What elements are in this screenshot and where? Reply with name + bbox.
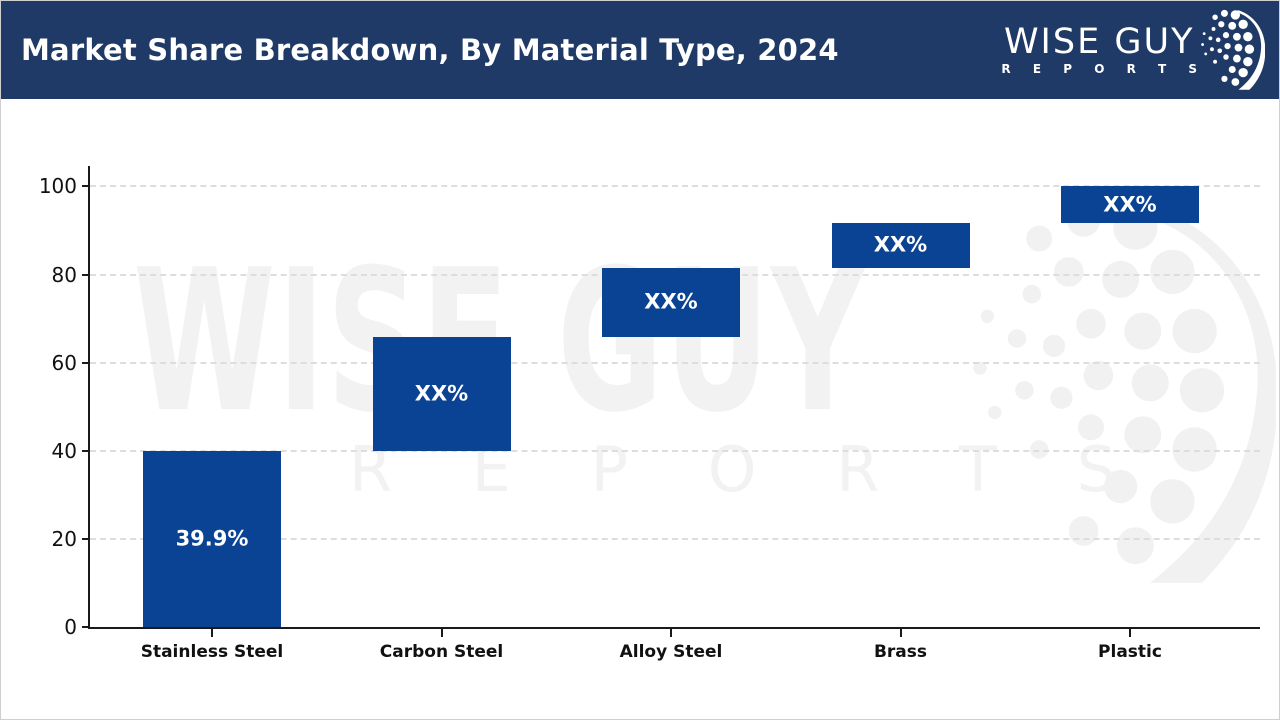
bar-segment [602, 267, 740, 338]
y-tick-label: 20 [51, 526, 77, 551]
y-tick-label: 100 [38, 174, 77, 199]
x-tick-mark [899, 629, 902, 637]
y-tick-label: 60 [51, 350, 77, 375]
bar-value-label: XX% [414, 381, 469, 406]
y-axis-spine [88, 166, 90, 629]
y-tick-mark [82, 273, 90, 276]
x-category-label: Alloy Steel [619, 642, 723, 662]
x-axis-spine [88, 627, 1260, 629]
y-tick-mark [82, 185, 90, 188]
gridline [90, 537, 1260, 540]
bar-segment [143, 451, 281, 627]
gridline [90, 185, 1260, 188]
dotted-head-profile-icon [1201, 9, 1265, 90]
logo-subtitle: R E P O R T S [1001, 62, 1206, 77]
page-title: Market Share Breakdown, By Material Type… [21, 33, 839, 67]
y-tick-label: 80 [51, 262, 77, 287]
x-tick-mark [440, 629, 443, 637]
gridline [90, 449, 1260, 452]
x-category-label: Plastic [1098, 642, 1162, 662]
bar-segment [372, 337, 511, 452]
y-tick-label: 40 [51, 438, 77, 463]
wiseguy-logo-text: WISE GUY R E P O R T S [1001, 21, 1197, 76]
y-tick-mark [82, 449, 90, 452]
x-category-label: Stainless Steel [140, 642, 284, 662]
gridline [90, 361, 1260, 364]
bar-value-label: XX% [873, 232, 928, 257]
bar-segment [831, 222, 970, 268]
x-category-label: Brass [873, 642, 928, 662]
logo-wordmark: WISE GUY [1003, 21, 1195, 62]
bar-value-label: 39.9% [175, 526, 249, 551]
wiseguy-logo: WISE GUY R E P O R T S [1001, 7, 1265, 93]
y-tick-mark [82, 626, 90, 628]
x-tick-mark [1129, 629, 1131, 637]
y-tick-label: 0 [64, 615, 77, 639]
x-category-label: Carbon Steel [379, 642, 504, 662]
header-bar: Market Share Breakdown, By Material Type… [1, 1, 1279, 99]
y-tick-mark [82, 537, 90, 540]
bar-value-label: XX% [644, 289, 698, 314]
y-tick-mark [82, 361, 90, 364]
x-tick-mark [670, 629, 672, 637]
x-tick-mark [211, 629, 213, 637]
bar-value-label: XX% [1103, 192, 1157, 217]
